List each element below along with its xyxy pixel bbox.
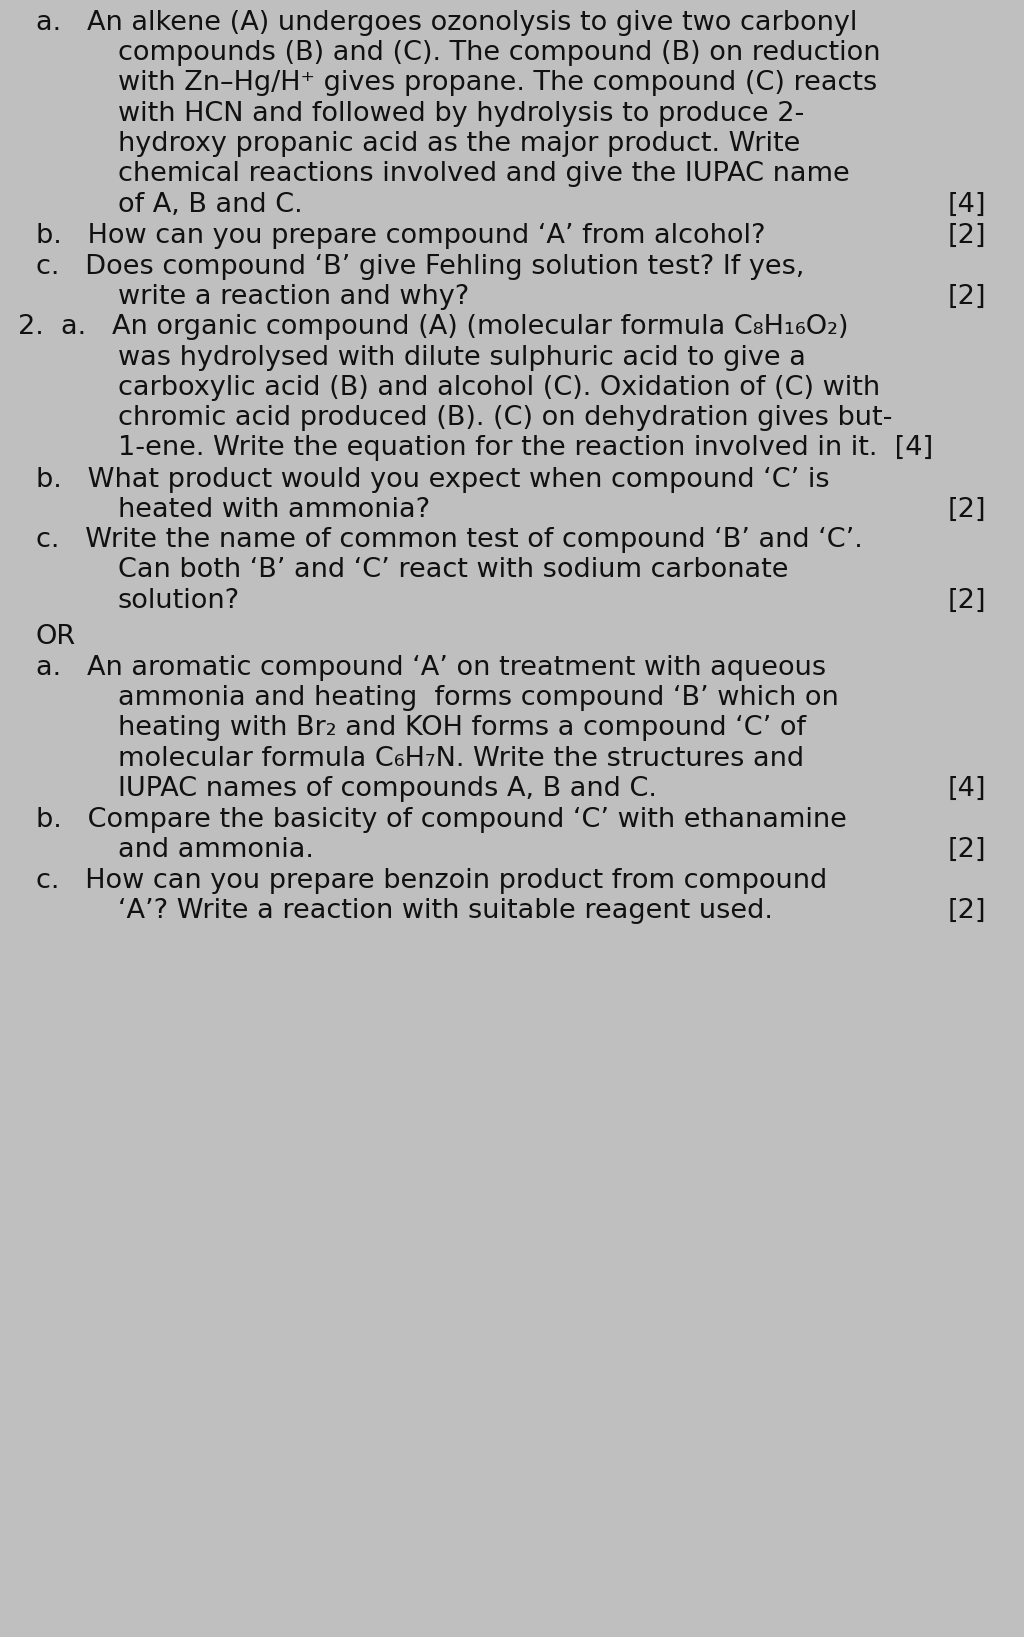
Text: of A, B and C.: of A, B and C. <box>118 192 302 218</box>
Text: b.   What product would you expect when compound ‘C’ is: b. What product would you expect when co… <box>36 467 829 493</box>
Text: and ammonia.: and ammonia. <box>118 838 313 863</box>
Text: [2]: [2] <box>947 588 986 614</box>
Text: [2]: [2] <box>947 498 986 522</box>
Text: carboxylic acid (B) and alcohol (C). Oxidation of (C) with: carboxylic acid (B) and alcohol (C). Oxi… <box>118 375 880 401</box>
Text: with Zn–Hg/H⁺ gives propane. The compound (C) reacts: with Zn–Hg/H⁺ gives propane. The compoun… <box>118 70 877 97</box>
Text: write a reaction and why?: write a reaction and why? <box>118 283 469 309</box>
Text: hydroxy propanic acid as the major product. Write: hydroxy propanic acid as the major produ… <box>118 131 800 157</box>
Text: a.   An alkene (A) undergoes ozonolysis to give two carbonyl: a. An alkene (A) undergoes ozonolysis to… <box>36 10 857 36</box>
Text: 1-ene. Write the equation for the reaction involved in it.  [4]: 1-ene. Write the equation for the reacti… <box>118 435 933 462</box>
Text: ammonia and heating  forms compound ‘B’ which on: ammonia and heating forms compound ‘B’ w… <box>118 684 839 710</box>
Text: [2]: [2] <box>947 897 986 923</box>
Text: OR: OR <box>36 624 76 650</box>
Text: [4]: [4] <box>947 776 986 802</box>
Text: c.   Write the name of common test of compound ‘B’ and ‘C’.: c. Write the name of common test of comp… <box>36 527 862 553</box>
Text: chemical reactions involved and give the IUPAC name: chemical reactions involved and give the… <box>118 162 850 187</box>
Text: heated with ammonia?: heated with ammonia? <box>118 498 430 522</box>
Text: [2]: [2] <box>947 223 986 249</box>
Text: [2]: [2] <box>947 838 986 863</box>
Text: c.   Does compound ‘B’ give Fehling solution test? If yes,: c. Does compound ‘B’ give Fehling soluti… <box>36 254 804 280</box>
Text: c.   How can you prepare benzoin product from compound: c. How can you prepare benzoin product f… <box>36 868 827 894</box>
Text: molecular formula C₆H₇N. Write the structures and: molecular formula C₆H₇N. Write the struc… <box>118 746 804 771</box>
Text: IUPAC names of compounds A, B and C.: IUPAC names of compounds A, B and C. <box>118 776 656 802</box>
Text: heating with Br₂ and KOH forms a compound ‘C’ of: heating with Br₂ and KOH forms a compoun… <box>118 715 806 742</box>
Text: Can both ‘B’ and ‘C’ react with sodium carbonate: Can both ‘B’ and ‘C’ react with sodium c… <box>118 557 788 583</box>
Text: compounds (B) and (C). The compound (B) on reduction: compounds (B) and (C). The compound (B) … <box>118 39 881 65</box>
Text: [4]: [4] <box>947 192 986 218</box>
Text: ‘A’? Write a reaction with suitable reagent used.: ‘A’? Write a reaction with suitable reag… <box>118 897 773 923</box>
Text: a.   An aromatic compound ‘A’ on treatment with aqueous: a. An aromatic compound ‘A’ on treatment… <box>36 655 826 681</box>
Text: [2]: [2] <box>947 283 986 309</box>
Text: with HCN and followed by hydrolysis to produce 2-: with HCN and followed by hydrolysis to p… <box>118 101 804 126</box>
Text: was hydrolysed with dilute sulphuric acid to give a: was hydrolysed with dilute sulphuric aci… <box>118 345 806 370</box>
Text: b.   How can you prepare compound ‘A’ from alcohol?: b. How can you prepare compound ‘A’ from… <box>36 223 765 249</box>
Text: chromic acid produced (B). (C) on dehydration gives but-: chromic acid produced (B). (C) on dehydr… <box>118 404 892 431</box>
Text: solution?: solution? <box>118 588 240 614</box>
Text: b.   Compare the basicity of compound ‘C’ with ethanamine: b. Compare the basicity of compound ‘C’ … <box>36 807 847 833</box>
Text: 2.  a.   An organic compound (A) (molecular formula C₈H₁₆O₂): 2. a. An organic compound (A) (molecular… <box>18 314 849 340</box>
